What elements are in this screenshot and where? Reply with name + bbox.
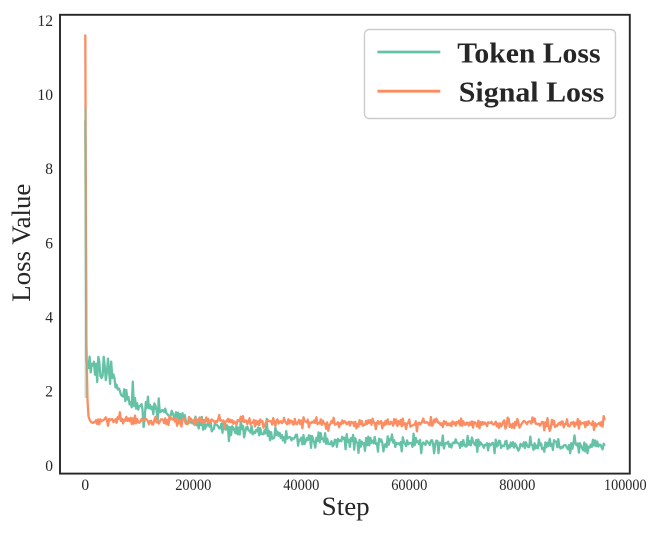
svg-text:20000: 20000 [175,477,211,494]
svg-text:60000: 60000 [391,477,427,494]
svg-text:10: 10 [37,87,53,104]
svg-text:Signal Loss: Signal Loss [459,77,605,109]
svg-text:Step: Step [322,491,370,521]
svg-text:0: 0 [45,458,53,475]
svg-text:Token Loss: Token Loss [457,37,600,69]
svg-text:80000: 80000 [499,477,535,494]
svg-text:4: 4 [45,310,53,327]
svg-text:100000: 100000 [604,477,647,494]
svg-text:Loss Value: Loss Value [6,184,36,302]
svg-text:12: 12 [37,13,53,30]
svg-text:2: 2 [45,384,53,401]
svg-text:6: 6 [45,235,53,252]
svg-text:8: 8 [45,161,53,178]
svg-text:0: 0 [81,477,89,494]
svg-text:40000: 40000 [283,477,319,494]
